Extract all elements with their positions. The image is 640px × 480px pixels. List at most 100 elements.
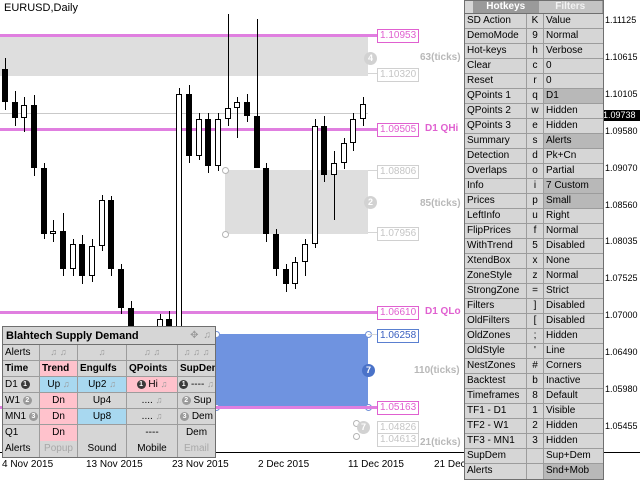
- hotkey-value[interactable]: Normal: [544, 29, 603, 43]
- hotkey-row[interactable]: XtendBox x None: [465, 254, 603, 269]
- cell-trend[interactable]: Dn: [40, 409, 78, 424]
- sound-icon[interactable]: ♫: [143, 347, 151, 357]
- cell-engulfs[interactable]: Up8: [78, 409, 127, 424]
- hotkey-value[interactable]: Visible: [544, 404, 603, 418]
- hotkey-row[interactable]: WithTrend 5 Disabled: [465, 239, 603, 254]
- hotkey-row[interactable]: QPoints 1 q D1: [465, 89, 603, 104]
- hotkey-row[interactable]: Reset r 0: [465, 74, 603, 89]
- hotkey-row[interactable]: LeftInfo u Right: [465, 209, 603, 224]
- hotkey-value[interactable]: Hidden: [544, 434, 603, 448]
- alerts-trend-icons[interactable]: ♫ ♫: [40, 345, 78, 360]
- hotkey-row[interactable]: TF2 - W1 2 Hidden: [465, 419, 603, 434]
- move-icon[interactable]: ✥: [190, 330, 199, 341]
- blahtech-supply-demand-panel[interactable]: Blahtech Supply Demand ✥ ♫ Alerts ♫ ♫ ♫ …: [2, 326, 216, 458]
- hotkey-value[interactable]: 0: [544, 74, 603, 88]
- hotkeys-table[interactable]: SD Action K Value DemoMode 9 Normal Hot-keys h V…: [464, 14, 604, 480]
- hotkey-value[interactable]: Hidden: [544, 329, 603, 343]
- hotkey-row[interactable]: OldStyle ' Line: [465, 344, 603, 359]
- alerts-engulfs-icons[interactable]: ♫: [78, 345, 127, 360]
- hotkey-row[interactable]: Alerts Snd+Mob: [465, 464, 603, 479]
- hotkey-row[interactable]: DemoMode 9 Normal: [465, 29, 603, 44]
- hotkey-value[interactable]: Snd+Mob: [544, 464, 603, 479]
- hotkey-row[interactable]: Filters] Disabled: [465, 299, 603, 314]
- hotkey-value[interactable]: Inactive: [544, 374, 603, 388]
- demand-zone-7[interactable]: [216, 334, 368, 407]
- zone-handle[interactable]: [222, 167, 229, 174]
- cell-engulfs[interactable]: [78, 425, 127, 441]
- hotkey-value[interactable]: Right: [544, 209, 603, 223]
- table-row[interactable]: W1 2 Dn Up4.... ♫ 2 Sup: [3, 393, 215, 409]
- sound-icon[interactable]: ♫: [207, 379, 214, 389]
- hotkey-value[interactable]: Value: [544, 14, 603, 28]
- cell-qpoints[interactable]: 1 Hi ♫: [127, 377, 178, 392]
- hotkey-value[interactable]: Normal: [544, 224, 603, 238]
- footer-email-toggle[interactable]: Email: [178, 441, 215, 457]
- price-tag-1-05163[interactable]: 1.05163: [377, 401, 420, 415]
- sound-icon[interactable]: ♫: [203, 330, 212, 341]
- cell-trend[interactable]: Up ♫: [40, 377, 78, 392]
- hotkey-row[interactable]: StrongZone = Strict: [465, 284, 603, 299]
- price-tag-1-10320[interactable]: 1.10320: [377, 68, 420, 82]
- hotkey-row[interactable]: Info i 7 Custom: [465, 179, 603, 194]
- sound-icon[interactable]: ♫: [202, 347, 210, 357]
- supply-zone-2[interactable]: [225, 170, 368, 234]
- alerts-icon-row[interactable]: Alerts ♫ ♫ ♫ ♫ ♫ ♫ ♫ ♫: [3, 345, 215, 361]
- hotkey-value[interactable]: Disabled: [544, 314, 603, 328]
- cell-supdems[interactable]: 3 Dem: [178, 409, 215, 424]
- hotkey-row[interactable]: OldZones; Hidden: [465, 329, 603, 344]
- hotkey-row[interactable]: Backtest b Inactive: [465, 374, 603, 389]
- hotkey-row[interactable]: QPoints 3 e Hidden: [465, 119, 603, 134]
- hotkey-value[interactable]: D1: [544, 89, 603, 103]
- alerts-supdems-icons[interactable]: ♫ ♫ ♫: [178, 345, 215, 360]
- price-tag-1-06258[interactable]: 1.06258: [377, 329, 420, 343]
- hotkey-row[interactable]: Clear c 0: [465, 59, 603, 74]
- hotkey-value[interactable]: Strict: [544, 284, 603, 298]
- price-tag-1-07956[interactable]: 1.07956: [377, 227, 420, 241]
- cell-qpoints[interactable]: .... ♫: [127, 409, 178, 424]
- hotkey-value[interactable]: Hidden: [544, 119, 603, 133]
- hotkey-value[interactable]: Disabled: [544, 239, 603, 253]
- hotkey-value[interactable]: Pk+Cn: [544, 149, 603, 163]
- hotkey-value[interactable]: Disabled: [544, 299, 603, 313]
- zone-handle[interactable]: [222, 231, 229, 238]
- hotkey-value[interactable]: Partial: [544, 164, 603, 178]
- tab-filters[interactable]: Filters: [538, 1, 603, 13]
- supply-zone-1[interactable]: [0, 35, 368, 76]
- hotkeys-panel[interactable]: Hotkeys Filters SD Action K Value DemoMode 9…: [464, 0, 604, 480]
- hotkey-value[interactable]: Alerts: [544, 134, 603, 148]
- hotkey-value[interactable]: Hidden: [544, 104, 603, 118]
- sound-icon[interactable]: ♫: [98, 347, 106, 357]
- cell-supdems[interactable]: 1 ---- ♫: [178, 377, 215, 392]
- footer-mobile-toggle[interactable]: Mobile: [127, 441, 178, 457]
- price-tag-1-10953[interactable]: 1.10953: [377, 29, 420, 43]
- hotkey-row[interactable]: Prices p Small: [465, 194, 603, 209]
- sound-icon[interactable]: ♫: [50, 347, 58, 357]
- sound-icon[interactable]: ♫: [155, 411, 163, 421]
- hotkeys-tab-bar[interactable]: Hotkeys Filters: [464, 0, 604, 14]
- quote-line-qhi[interactable]: [0, 128, 368, 131]
- hotkey-row[interactable]: NestZones # Corners: [465, 359, 603, 374]
- hotkey-value[interactable]: Normal: [544, 269, 603, 283]
- cell-trend[interactable]: Dn: [40, 393, 78, 408]
- cell-engulfs[interactable]: Up4: [78, 393, 127, 408]
- sound-icon[interactable]: ♫: [193, 347, 200, 357]
- table-body[interactable]: D1 1 Up ♫ Up2 ♫ 1 Hi ♫ 1 ---- ♫ W1 2 Dn Up4....…: [3, 377, 215, 441]
- table-row[interactable]: Q1 Dn ---- Dem: [3, 425, 215, 441]
- cell-engulfs[interactable]: Up2 ♫: [78, 377, 127, 392]
- hotkey-value[interactable]: Corners: [544, 359, 603, 373]
- hotkey-row[interactable]: FlipPrices f Normal: [465, 224, 603, 239]
- zone-handle[interactable]: [353, 433, 360, 440]
- hotkey-value[interactable]: Small: [544, 194, 603, 208]
- price-axis[interactable]: -1.11125 -1.10615 -1.10105 -1.09580 -1.09070…: [600, 0, 640, 452]
- sound-icon[interactable]: ♫: [62, 379, 70, 389]
- footer-sound-toggle[interactable]: Sound: [78, 441, 127, 457]
- price-tag-1-09505[interactable]: 1.09505: [377, 123, 420, 137]
- hotkey-row[interactable]: Hot-keys h Verbose: [465, 44, 603, 59]
- sound-icon[interactable]: ♫: [155, 395, 163, 405]
- cell-qpoints[interactable]: .... ♫: [127, 393, 178, 408]
- hotkey-row[interactable]: ZoneStyle z Normal: [465, 269, 603, 284]
- hotkey-value[interactable]: 7 Custom: [544, 179, 603, 193]
- footer-popup-toggle[interactable]: Popup: [40, 441, 78, 457]
- table-row[interactable]: MN1 3 Dn Up8.... ♫ 3 Dem: [3, 409, 215, 425]
- cell-supdems[interactable]: Dem: [178, 425, 215, 441]
